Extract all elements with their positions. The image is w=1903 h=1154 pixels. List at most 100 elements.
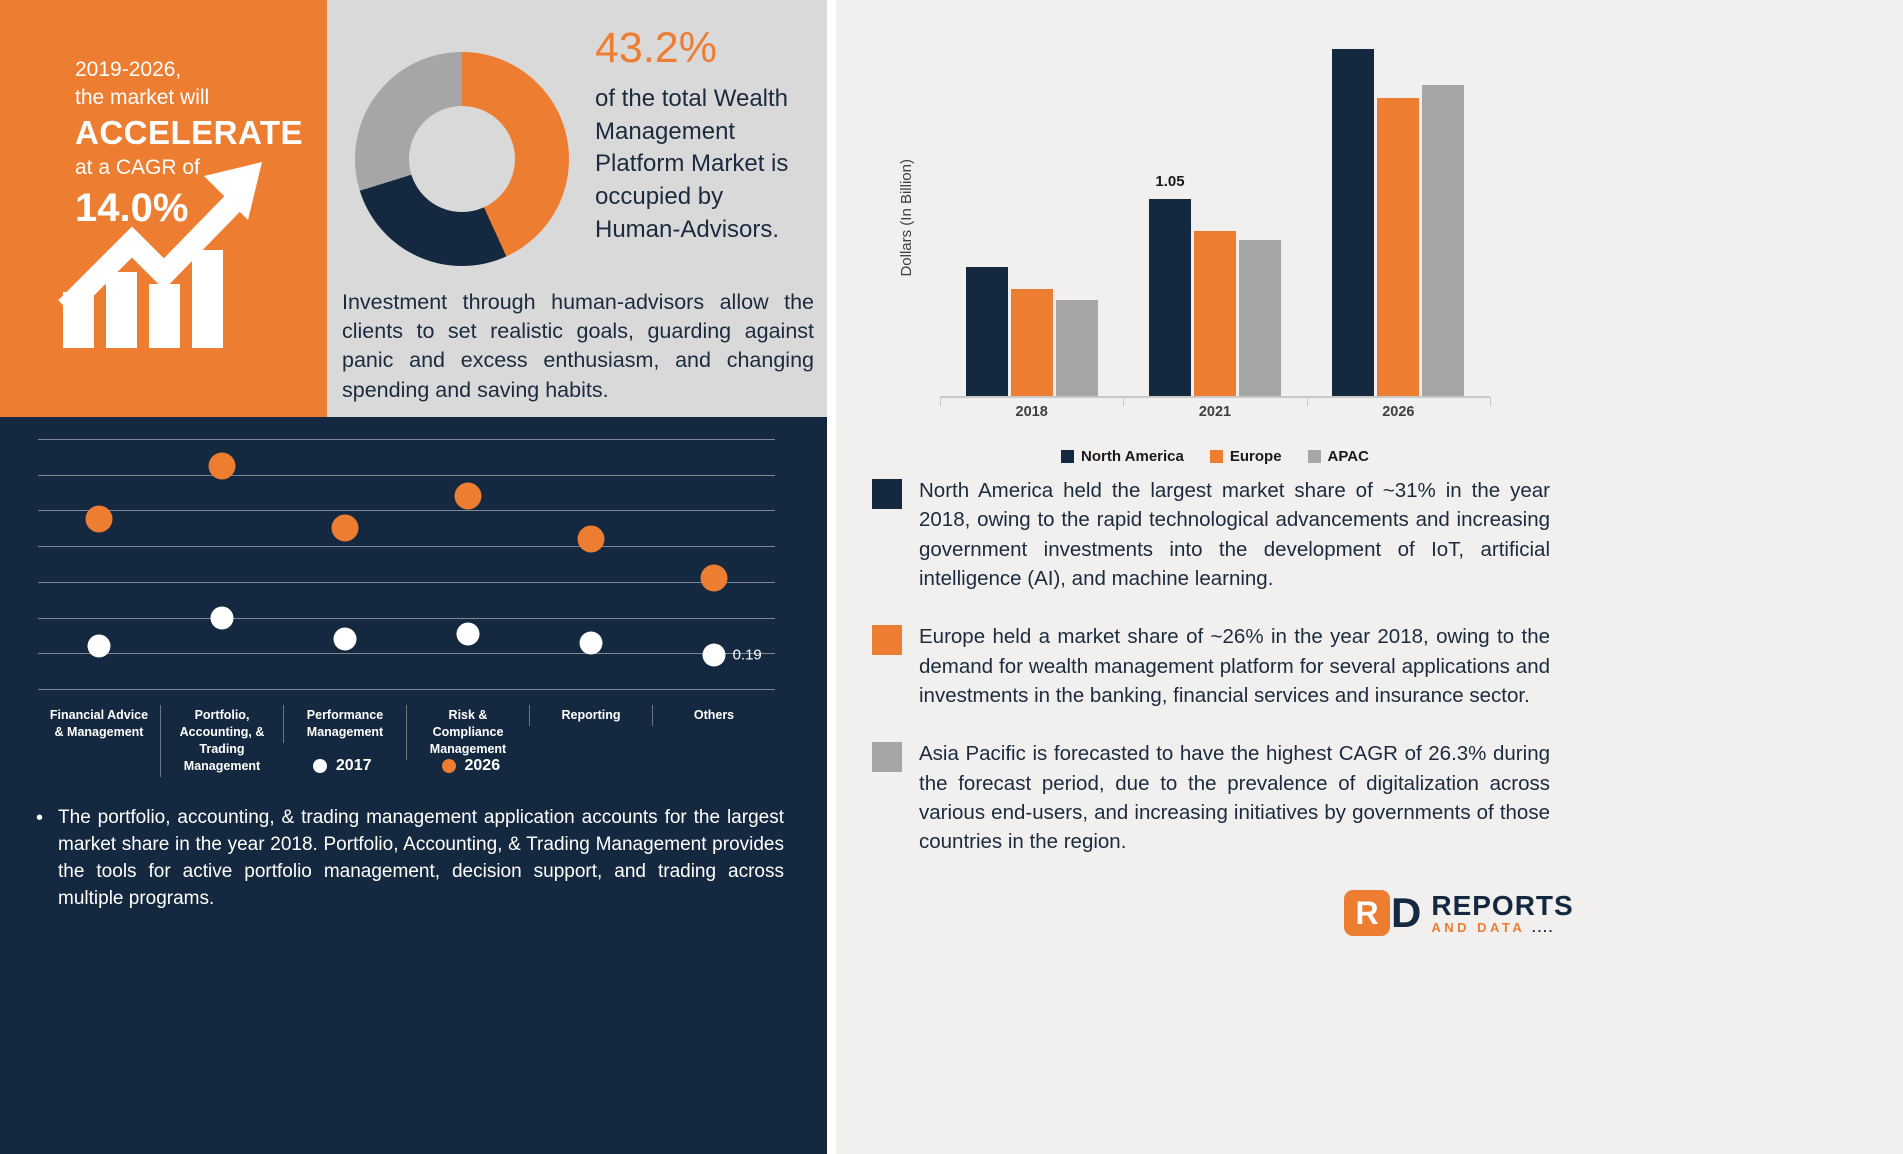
y-axis-label-wrap: Dollars (In Billion) [898,40,915,396]
insight-text: Europe held a market share of ~26% in th… [919,625,1550,707]
legend-swatch [1061,450,1075,463]
scatter-dot-2026 [85,505,113,533]
insight-swatch [872,625,902,656]
legend-label: 2017 [335,757,372,774]
cagr-value: 14.0% [75,186,189,231]
bar-group: 1.05 [1123,40,1306,396]
insight-swatch [872,479,902,509]
market-period-text: 2019-2026, [75,58,182,81]
scatter-dot-2017 [579,631,603,655]
scatter-dot-2026 [208,452,236,480]
gridline [38,653,775,655]
legend-swatch [1209,450,1223,463]
market-will-text: the market will [75,85,210,109]
bar-north-america: 1.05 [1148,173,1191,396]
category-label: Others [652,705,775,726]
insight-item: North America held the largest market sh… [872,476,1550,593]
scatter-value-label: 0.19 [732,646,762,664]
legend-item: 2017 [312,757,372,775]
gridline [38,510,775,512]
human-advisors-description: Investment through human-advisors allow … [342,290,814,402]
logo-monogram-icon: R D [1344,890,1421,936]
gridline [38,617,775,619]
regional-panel: Dollars (In Billion) 1.05 2018 2021 2026 N… [836,0,1903,1154]
applications-note-text: The portfolio, accounting, & trading man… [58,807,784,909]
bar-north-america [965,266,1008,396]
scatter-dot-2017 [456,622,480,646]
accelerate-text: ACCELERATE [75,114,304,152]
gridline [38,581,775,583]
legend-item: North America [1061,448,1184,465]
applications-note: • The portfolio, accounting, & trading m… [36,805,784,913]
logo-letter-r: R [1344,890,1390,936]
scatter-category-row: Financial Advice & Management Portfolio, … [38,705,775,777]
gridline [38,474,775,476]
bar-legend: North America Europe APAC [940,448,1490,465]
scatter-dot-2017 [333,627,357,651]
bar-apac [1055,300,1098,396]
x-axis-label: 2018 [1015,404,1048,420]
reports-and-data-logo: R D REPORTS AND DATA .... [1344,890,1574,936]
cagr-label: at a CAGR of [75,156,200,180]
scatter-dot-2026 [700,564,728,592]
scatter-dot-2026 [331,514,359,542]
axis-tick [1123,397,1125,406]
bar-europe [1010,289,1053,396]
category-label: Financial Advice & Management [49,708,149,739]
logo-brand-top: REPORTS [1431,889,1574,921]
axis-tick [1490,397,1491,406]
bar-plot-area: 1.05 [940,40,1491,406]
legend-label: 2026 [464,757,501,774]
bar-value-label: 1.05 [1155,173,1185,191]
bar-north-america [1332,49,1375,396]
legend-label: North America [1081,448,1184,465]
cagr-text-block: 2019-2026, the market will ACCELERATE at… [75,56,303,231]
regional-insights: North America held the largest market sh… [872,476,1550,856]
logo-brand-bottom-row: AND DATA .... [1431,921,1573,935]
donut-chart [355,52,569,266]
gridline [38,546,775,548]
insight-text: North America held the largest market sh… [919,479,1550,590]
bar-group [1307,40,1490,396]
bar-europe [1377,98,1420,396]
bar-xlabel-row: 2018 2021 2026 [940,404,1490,420]
scatter-dot-2017 [702,643,726,667]
category-label: Reporting [529,705,652,726]
legend-item: 2026 [441,757,501,775]
applications-panel: 0.19 Financial Advice & Management Portfo… [0,417,827,1154]
scatter-dot-2017 [210,606,234,630]
scatter-dot-2017 [87,634,111,658]
growth-arrow-icon [58,162,262,348]
scatter-field: 0.19 [38,439,775,690]
axis-tick [940,397,941,406]
scatter-dot-2026 [577,525,605,553]
cagr-panel: 2019-2026, the market will ACCELERATE at… [0,0,327,417]
insight-swatch [872,742,902,773]
legend-label: Europe [1229,448,1282,465]
logo-dots: .... [1531,920,1555,936]
gridline [38,439,775,440]
logo-text: REPORTS AND DATA .... [1431,889,1574,935]
category-label: Performance Management [283,705,406,743]
bar-group [940,40,1123,396]
human-advisors-share: 43.2% [595,24,717,72]
axis-tick [1306,397,1308,406]
legend-dot [312,759,327,773]
human-advisors-headline-text: of the total Wealth Management Platform … [595,85,789,243]
legend-swatch [1307,450,1321,463]
logo-brand-bottom: AND DATA [1431,920,1525,936]
scatter-dot-2026 [454,482,482,510]
logo-letter-d: D [1391,889,1422,936]
donut-headline: 43.2% of the total Wealth Management Pla… [595,24,815,246]
human-advisors-panel: 43.2% of the total Wealth Management Pla… [327,0,827,417]
bar-apac [1238,240,1281,396]
legend-item: APAC [1307,448,1369,465]
bullet-marker: • [36,807,44,829]
insight-text: Asia Pacific is forecasted to have the h… [919,742,1550,854]
x-axis-label: 2021 [1198,404,1232,420]
scatter-legend: 2017 2026 [38,757,775,775]
bar-europe [1193,231,1236,396]
bar-apac [1422,84,1465,396]
insight-item: Asia Pacific is forecasted to have the h… [872,739,1550,856]
